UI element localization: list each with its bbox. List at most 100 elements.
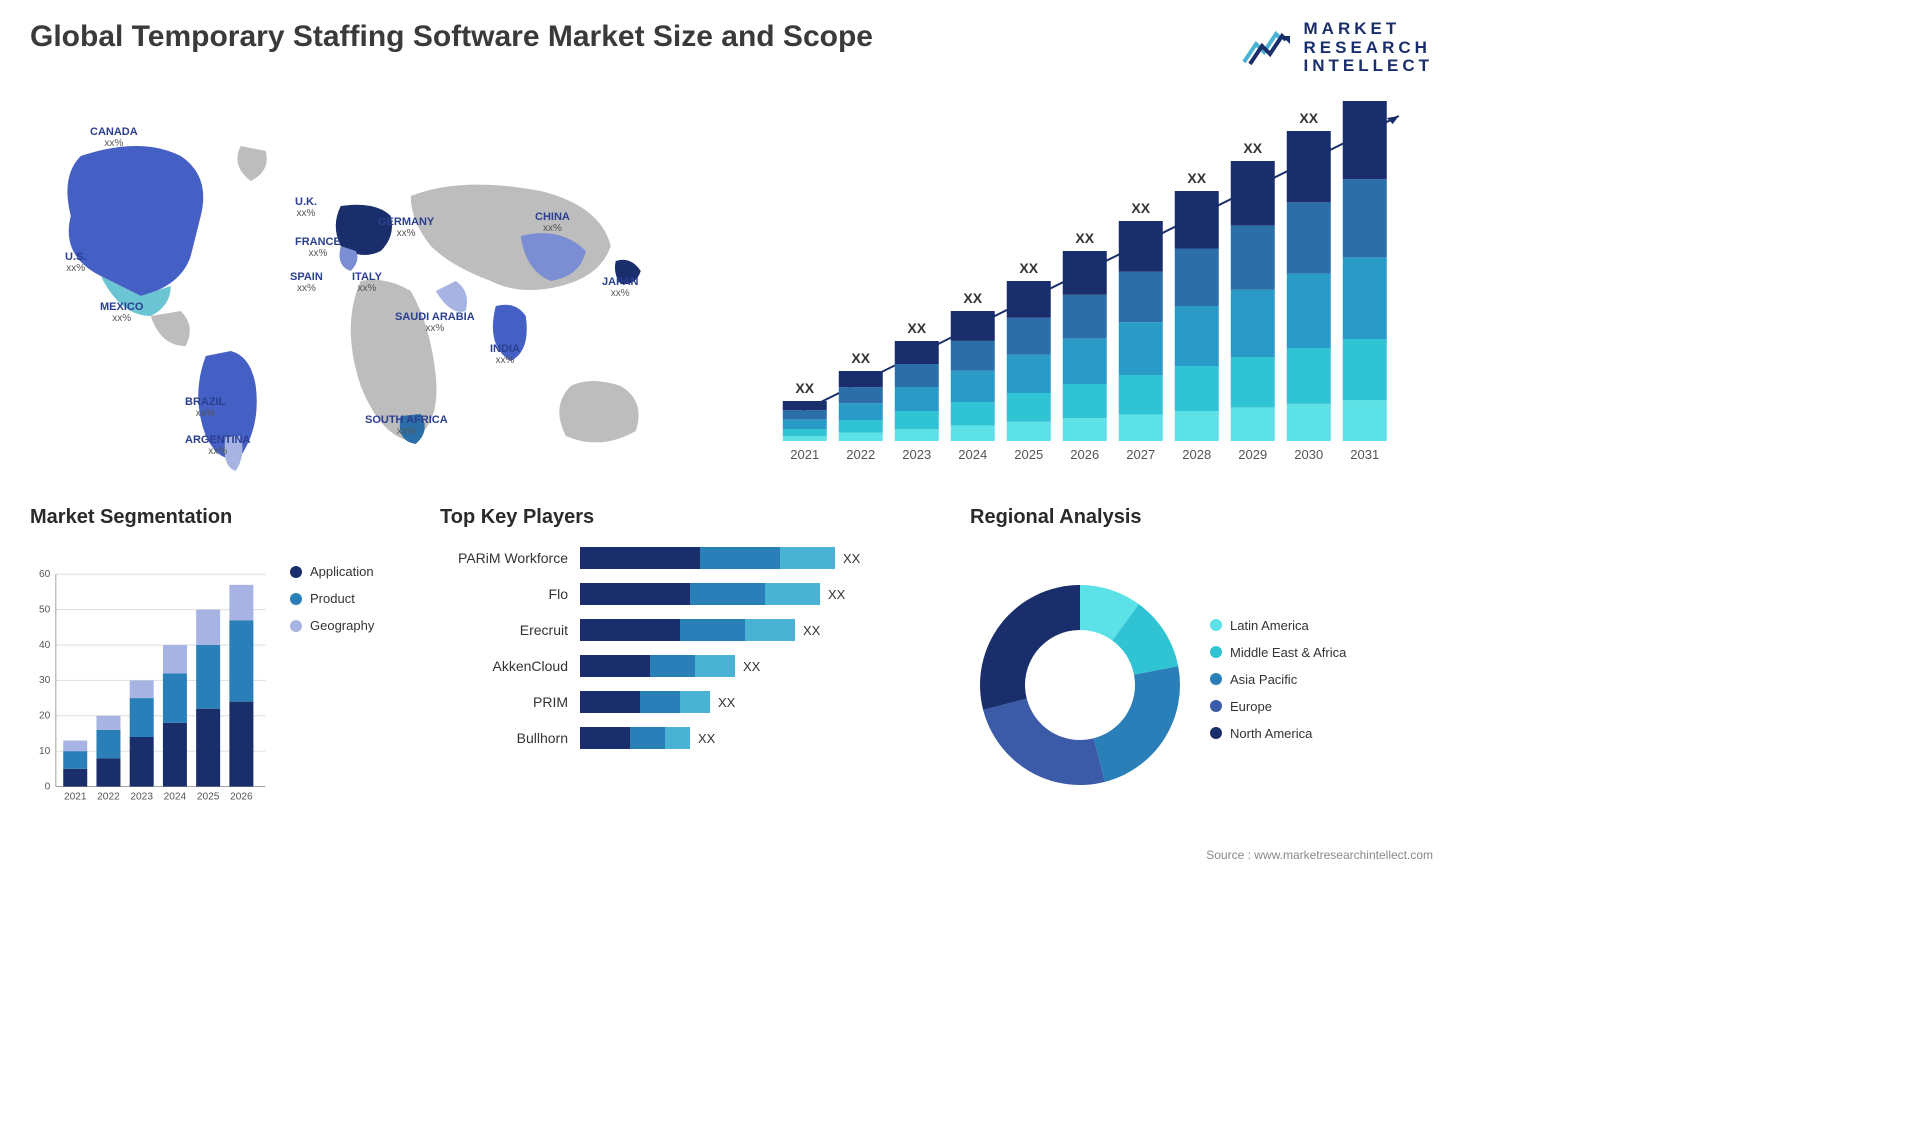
- player-bar-segment: [665, 727, 690, 749]
- svg-text:XX: XX: [1243, 140, 1262, 156]
- player-bar: [580, 727, 690, 749]
- player-bar-segment: [695, 655, 735, 677]
- player-row: ErecruitXX: [440, 616, 940, 644]
- source-text: Source : www.marketresearchintellect.com: [1206, 848, 1433, 862]
- map-label: SPAINxx%: [290, 271, 323, 294]
- legend-item: Latin America: [1210, 618, 1430, 633]
- legend-label: Europe: [1230, 699, 1272, 714]
- legend-label: Application: [310, 564, 374, 579]
- player-bar-segment: [580, 727, 630, 749]
- player-bar-segment: [745, 619, 795, 641]
- svg-text:XX: XX: [1131, 200, 1150, 216]
- player-name: AkkenCloud: [440, 658, 580, 674]
- player-bar-segment: [700, 547, 780, 569]
- page-title: Global Temporary Staffing Software Marke…: [30, 20, 873, 54]
- svg-text:0: 0: [45, 781, 51, 792]
- svg-text:XX: XX: [851, 350, 870, 366]
- map-label: GERMANYxx%: [378, 216, 434, 239]
- segmentation-panel: Market Segmentation 01020304050602021202…: [30, 506, 410, 826]
- legend-dot: [1210, 727, 1222, 739]
- player-bar-segment: [580, 655, 650, 677]
- player-value: XX: [698, 731, 715, 746]
- legend-item: Asia Pacific: [1210, 672, 1430, 687]
- player-bar-segment: [580, 691, 640, 713]
- regional-donut: [970, 575, 1190, 795]
- growth-chart-panel: XX2021XX2022XX2023XX2024XX2025XX2026XX20…: [752, 96, 1434, 476]
- legend-dot: [290, 620, 302, 632]
- svg-text:2025: 2025: [197, 792, 220, 803]
- segmentation-chart: 0102030405060202120222023202420252026: [30, 544, 270, 826]
- map-label: BRAZILxx%: [185, 396, 225, 419]
- logo-line1: MARKET: [1304, 20, 1434, 39]
- regional-legend: Latin America Middle East & Africa Asia Pa…: [1210, 618, 1430, 753]
- player-row: Flo XX: [440, 580, 940, 608]
- svg-text:2024: 2024: [958, 447, 987, 462]
- map-label: U.S.xx%: [65, 251, 86, 274]
- player-bar-segment: [680, 691, 710, 713]
- player-bar-segment: [690, 583, 765, 605]
- players-title: Top Key Players: [440, 506, 940, 529]
- player-bar-segment: [780, 547, 835, 569]
- logo-icon: [1240, 26, 1296, 70]
- growth-chart: XX2021XX2022XX2023XX2024XX2025XX2026XX20…: [752, 96, 1434, 476]
- svg-text:XX: XX: [1299, 110, 1318, 126]
- legend-item: North America: [1210, 726, 1430, 741]
- player-bar-segment: [580, 583, 690, 605]
- map-label: JAPANxx%: [602, 276, 638, 299]
- legend-dot: [290, 593, 302, 605]
- regional-title: Regional Analysis: [970, 506, 1430, 529]
- svg-text:20: 20: [39, 711, 51, 722]
- svg-text:2022: 2022: [97, 792, 120, 803]
- brand-logo: MARKET RESEARCH INTELLECT: [1240, 20, 1434, 76]
- map-label: U.K.xx%: [295, 196, 317, 219]
- player-value: XX: [718, 695, 735, 710]
- player-name: Flo: [440, 586, 580, 602]
- legend-dot: [290, 566, 302, 578]
- legend-label: Asia Pacific: [1230, 672, 1297, 687]
- players-panel: Top Key Players PARiM Workforce XX Flo XX Er…: [440, 506, 940, 826]
- svg-text:XX: XX: [1187, 170, 1206, 186]
- svg-text:50: 50: [39, 604, 51, 615]
- player-bar: [580, 547, 835, 569]
- legend-item: Middle East & Africa: [1210, 645, 1430, 660]
- players-chart: PARiM WorkforceXXFloXXErecruitXXAkkenClo…: [440, 544, 940, 826]
- player-row: AkkenCloud XX: [440, 652, 940, 680]
- svg-text:XX: XX: [795, 380, 814, 396]
- svg-text:XX: XX: [907, 320, 926, 336]
- map-label: CHINAxx%: [535, 211, 570, 234]
- player-bar-segment: [580, 547, 700, 569]
- legend-item: Product: [290, 591, 410, 606]
- svg-text:2028: 2028: [1182, 447, 1211, 462]
- legend-dot: [1210, 646, 1222, 658]
- legend-item: Application: [290, 564, 410, 579]
- player-name: PARiM Workforce: [440, 550, 580, 566]
- player-row: PRIM XX: [440, 688, 940, 716]
- svg-text:2023: 2023: [130, 792, 153, 803]
- player-name: Erecruit: [440, 622, 580, 638]
- player-value: XX: [743, 659, 760, 674]
- svg-text:60: 60: [39, 569, 51, 580]
- svg-text:2031: 2031: [1350, 447, 1379, 462]
- legend-dot: [1210, 700, 1222, 712]
- svg-text:2025: 2025: [1014, 447, 1043, 462]
- svg-text:2022: 2022: [846, 447, 875, 462]
- player-name: PRIM: [440, 694, 580, 710]
- player-value: XX: [843, 551, 860, 566]
- svg-text:30: 30: [39, 675, 51, 686]
- legend-label: Product: [310, 591, 355, 606]
- map-label: CANADAxx%: [90, 126, 138, 149]
- player-bar: [580, 655, 735, 677]
- legend-label: North America: [1230, 726, 1312, 741]
- svg-text:2021: 2021: [790, 447, 819, 462]
- logo-line3: INTELLECT: [1304, 57, 1434, 76]
- svg-text:XX: XX: [1019, 260, 1038, 276]
- logo-line2: RESEARCH: [1304, 39, 1434, 58]
- player-bar: [580, 691, 710, 713]
- map-label: INDIAxx%: [490, 343, 520, 366]
- player-value: XX: [828, 587, 845, 602]
- svg-text:XX: XX: [963, 290, 982, 306]
- legend-dot: [1210, 673, 1222, 685]
- svg-text:2026: 2026: [230, 792, 253, 803]
- map-label: SAUDI ARABIAxx%: [395, 311, 475, 334]
- legend-label: Geography: [310, 618, 374, 633]
